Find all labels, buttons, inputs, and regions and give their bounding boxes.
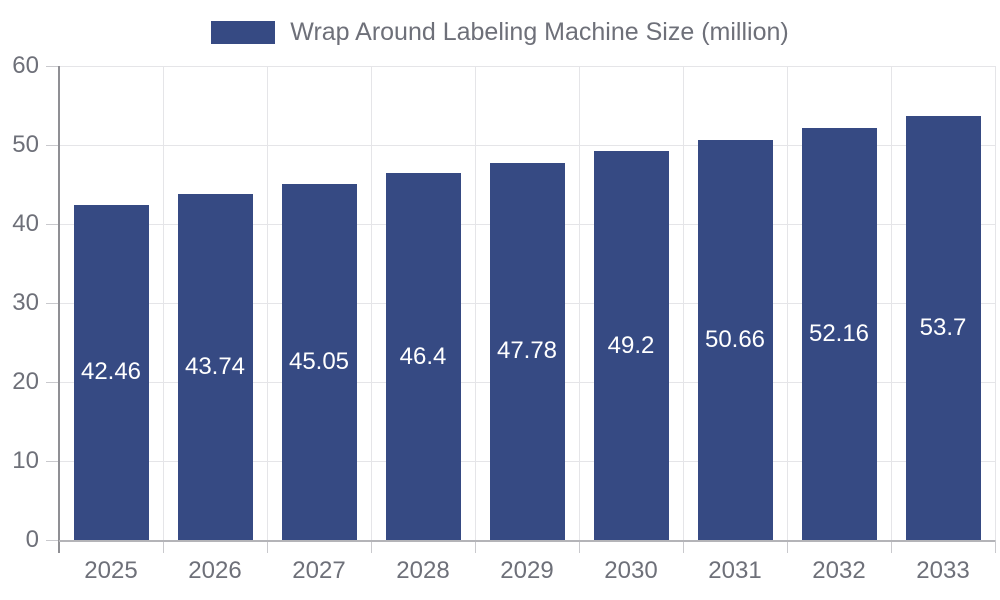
x-axis-line xyxy=(59,540,995,542)
x-axis-tick xyxy=(162,540,164,553)
bar-value-label: 53.7 xyxy=(919,313,967,341)
x-axis-tick xyxy=(994,540,996,553)
v-gridline xyxy=(890,66,892,540)
bar xyxy=(281,184,357,540)
legend[interactable]: Wrap Around Labeling Machine Size (milli… xyxy=(0,17,1000,47)
x-axis-tick xyxy=(786,540,788,553)
y-axis-label: 60 xyxy=(12,52,39,79)
x-axis-label: 2031 xyxy=(708,557,762,584)
x-axis-label: 2028 xyxy=(396,557,450,584)
y-axis-label: 30 xyxy=(12,289,39,316)
y-axis-tick xyxy=(46,302,59,304)
x-axis-label: 2029 xyxy=(500,557,554,584)
x-axis-label: 2026 xyxy=(188,557,242,584)
x-axis-tick xyxy=(266,540,268,553)
bar xyxy=(905,115,981,540)
x-axis-tick xyxy=(578,540,580,553)
bar-value-label: 43.74 xyxy=(184,353,246,381)
bar-value-label: 52.16 xyxy=(808,319,870,347)
bar xyxy=(489,162,565,540)
bar-value-label: 47.78 xyxy=(496,337,558,365)
y-axis-tick xyxy=(46,144,59,146)
x-axis-tick xyxy=(474,540,476,553)
x-axis-tick xyxy=(370,540,372,553)
y-axis-tick xyxy=(46,381,59,383)
legend-swatch xyxy=(211,20,276,44)
x-axis-label: 2030 xyxy=(604,557,658,584)
legend-label: Wrap Around Labeling Machine Size (milli… xyxy=(290,17,789,46)
x-axis-tick xyxy=(890,540,892,553)
y-axis-line xyxy=(58,66,60,553)
bar-value-label: 50.66 xyxy=(704,325,766,353)
y-axis-tick xyxy=(46,65,59,67)
y-axis-tick xyxy=(46,460,59,462)
h-gridline xyxy=(59,144,995,146)
bar-value-label: 42.46 xyxy=(80,358,142,386)
x-axis-tick xyxy=(682,540,684,553)
y-axis-label: 10 xyxy=(12,447,39,474)
x-axis-label: 2033 xyxy=(916,557,970,584)
y-axis-label: 20 xyxy=(12,368,39,395)
y-axis-label: 50 xyxy=(12,131,39,158)
v-gridline xyxy=(994,66,996,540)
bar-value-label: 49.2 xyxy=(607,331,655,359)
bar xyxy=(73,204,149,540)
y-axis-tick xyxy=(46,539,59,541)
v-gridline xyxy=(162,66,164,540)
h-gridline xyxy=(59,65,995,67)
v-gridline xyxy=(682,66,684,540)
y-axis-label: 40 xyxy=(12,210,39,237)
bar xyxy=(697,139,773,540)
v-gridline xyxy=(370,66,372,540)
x-axis-label: 2032 xyxy=(812,557,866,584)
bar xyxy=(801,127,877,540)
v-gridline xyxy=(786,66,788,540)
bar xyxy=(385,173,461,540)
bar-value-label: 45.05 xyxy=(288,348,350,376)
x-axis-label: 2025 xyxy=(84,557,138,584)
y-axis-tick xyxy=(46,223,59,225)
v-gridline xyxy=(266,66,268,540)
x-axis-label: 2027 xyxy=(292,557,346,584)
v-gridline xyxy=(474,66,476,540)
bar xyxy=(593,151,669,540)
bar-value-label: 46.4 xyxy=(399,342,447,370)
bar xyxy=(177,194,253,540)
y-axis-label: 0 xyxy=(25,526,39,553)
v-gridline xyxy=(578,66,580,540)
